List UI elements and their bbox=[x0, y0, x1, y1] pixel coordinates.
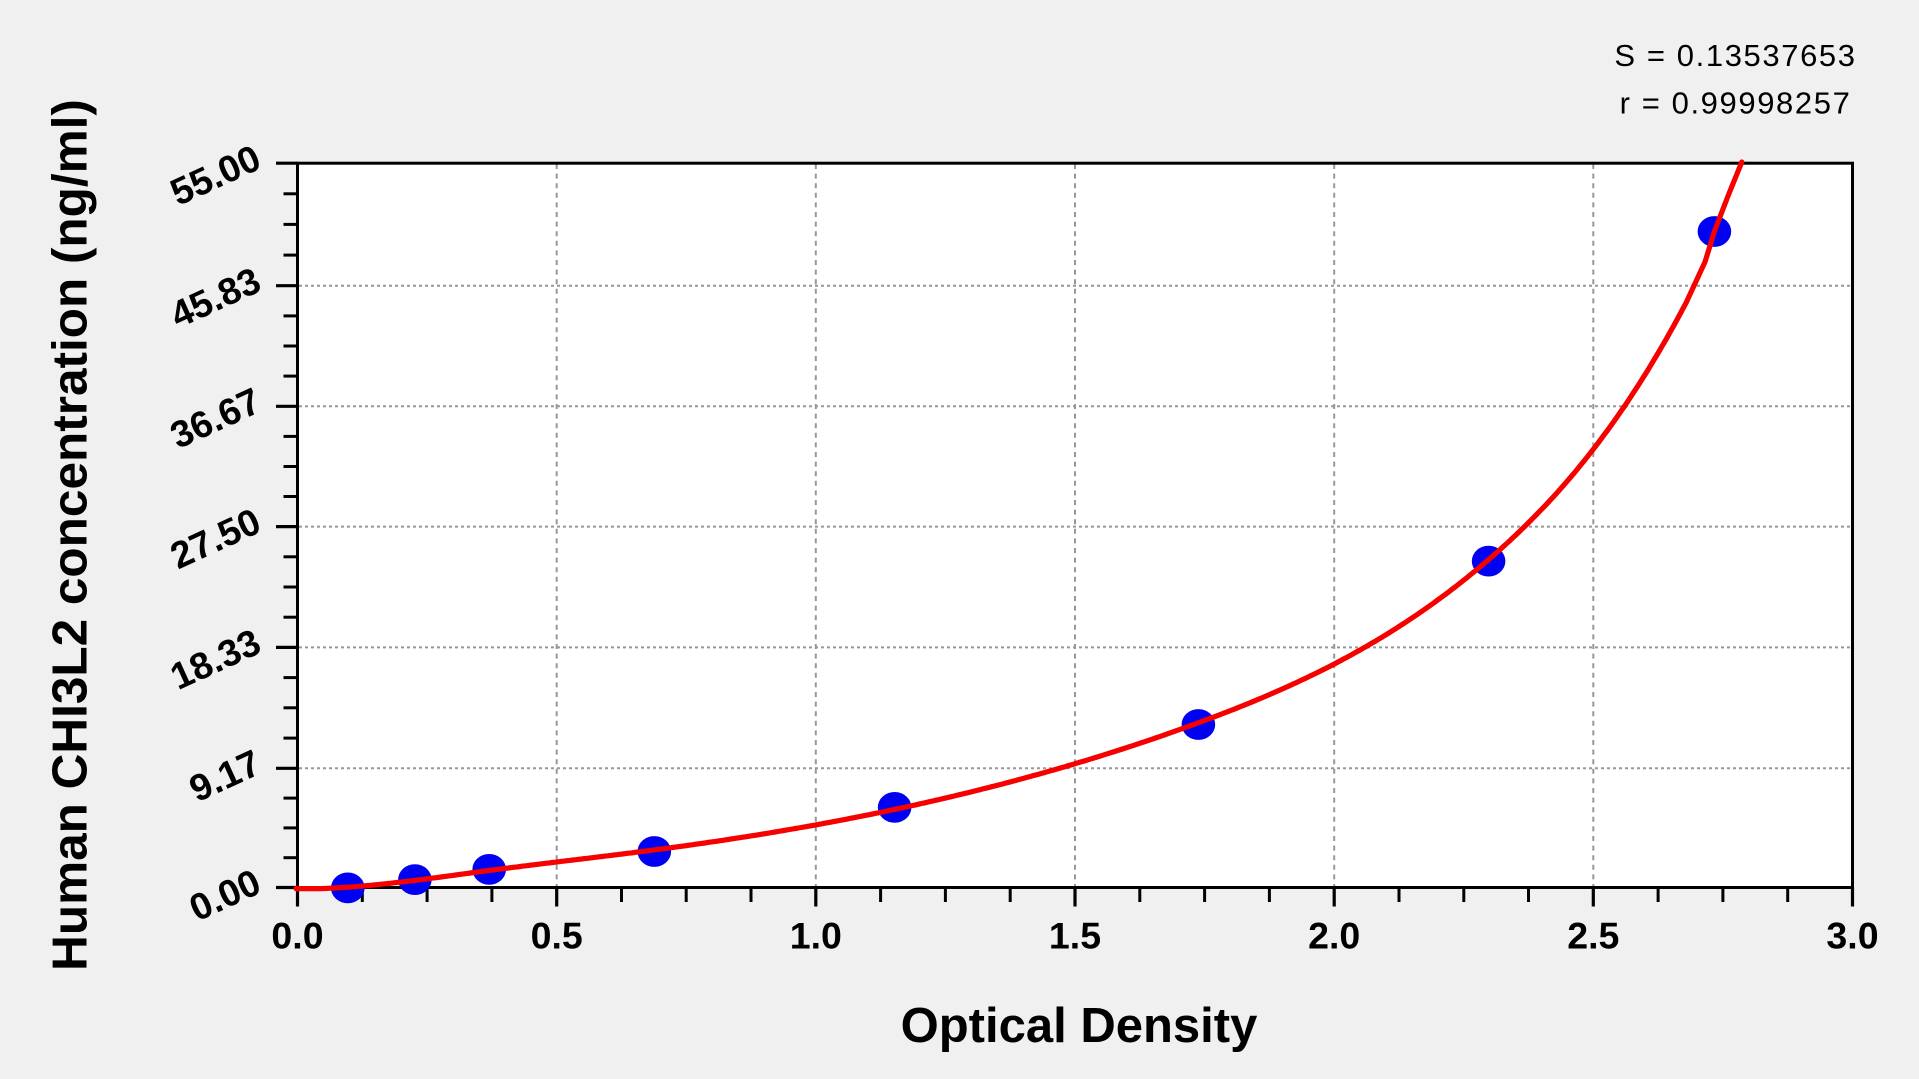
svg-text:Human CHI3L2 concentration (ng: Human CHI3L2 concentration (ng/ml) bbox=[43, 99, 98, 971]
svg-text:0.5: 0.5 bbox=[531, 915, 583, 957]
svg-text:Optical Density: Optical Density bbox=[901, 999, 1258, 1053]
svg-text:S = 0.13537653: S = 0.13537653 bbox=[1614, 38, 1856, 73]
svg-text:1.0: 1.0 bbox=[790, 915, 842, 957]
svg-text:2.5: 2.5 bbox=[1567, 915, 1619, 957]
svg-text:r = 0.99998257: r = 0.99998257 bbox=[1620, 86, 1852, 121]
svg-text:3.0: 3.0 bbox=[1826, 915, 1878, 957]
svg-text:2.0: 2.0 bbox=[1308, 915, 1360, 957]
svg-text:0.0: 0.0 bbox=[271, 915, 323, 957]
svg-text:1.5: 1.5 bbox=[1049, 915, 1101, 957]
